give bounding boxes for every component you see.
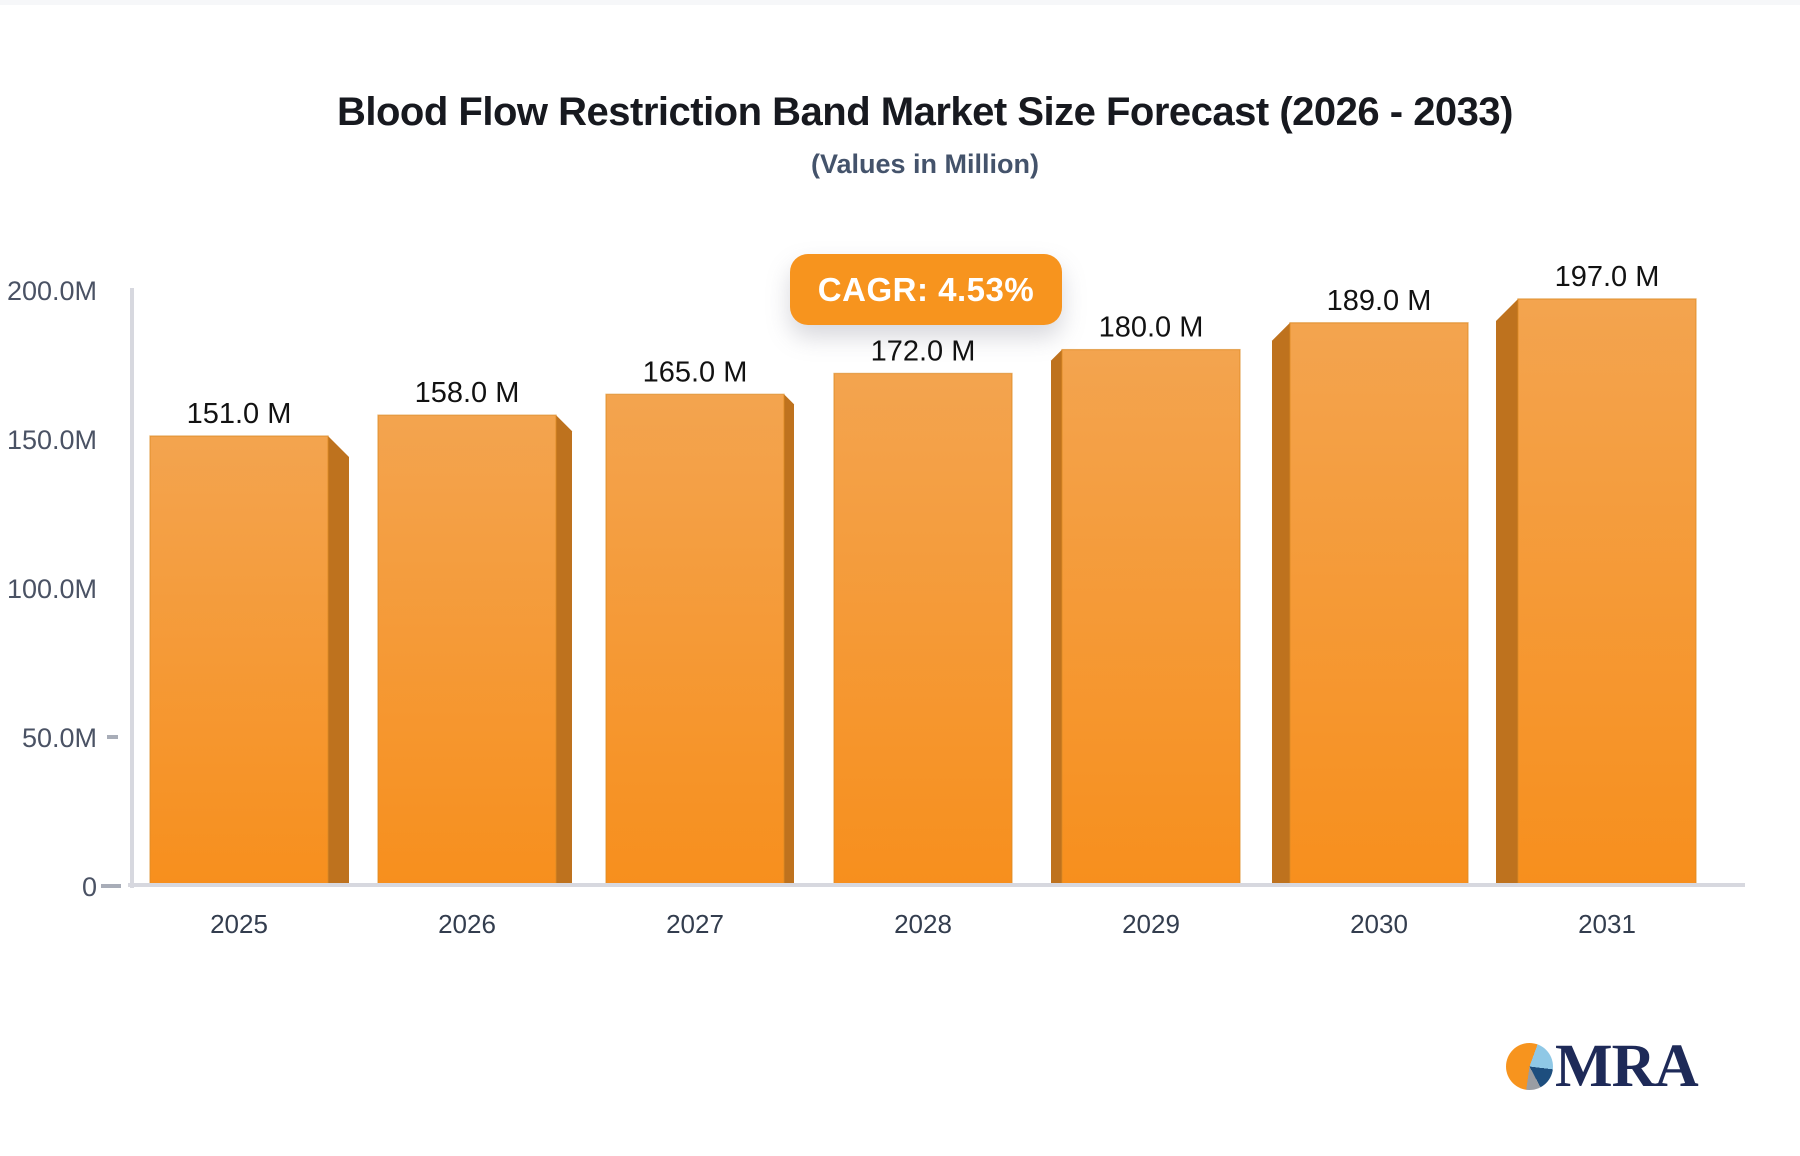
x-axis-label-2026: 2026 [438, 909, 496, 939]
bar-side-2029 [1051, 349, 1062, 887]
bar-side-2027 [784, 394, 794, 886]
x-axis-label-2030: 2030 [1350, 909, 1408, 939]
y-tick-mark [101, 884, 121, 888]
cagr-badge-label: CAGR: 4.53% [817, 270, 1035, 308]
bar-value-label: 197.0 M [1555, 261, 1660, 293]
bar-value-label: 172.0 M [871, 335, 976, 367]
bar-side-2031 [1496, 298, 1518, 886]
cagr-badge: CAGR: 4.53% [790, 254, 1062, 325]
brand-logo: MRA [1506, 1033, 1699, 1100]
x-axis-label-2025: 2025 [210, 909, 268, 939]
y-tick-label: 0 [82, 872, 97, 902]
bar-2031 [1517, 298, 1697, 887]
bar-2029 [1061, 348, 1241, 887]
y-tick-label: 100.0M [7, 574, 97, 604]
bar-value-label: 189.0 M [1327, 285, 1432, 317]
bar-2030 [1289, 322, 1469, 887]
x-axis-label-2027: 2027 [666, 909, 724, 939]
bar-value-label: 151.0 M [187, 398, 292, 430]
bar-value-label: 180.0 M [1099, 312, 1204, 344]
y-axis-line [130, 288, 134, 888]
bar-side-2026 [556, 415, 572, 886]
bar-2026 [377, 414, 557, 887]
bar-value-label: 165.0 M [643, 356, 748, 388]
x-axis-label-2028: 2028 [894, 909, 952, 939]
y-tick-label: 50.0M [22, 723, 97, 753]
bar-side-2030 [1272, 322, 1290, 886]
y-tick-label: 200.0M [7, 276, 97, 306]
chart-title: Blood Flow Restriction Band Market Size … [337, 90, 1514, 134]
bar-value-label: 158.0 M [415, 377, 520, 409]
chart-header: Blood Flow Restriction Band Market Size … [50, 90, 1800, 180]
bar-2028 [833, 372, 1013, 887]
bar-2025 [149, 435, 329, 887]
x-axis-label-2029: 2029 [1122, 909, 1180, 939]
x-axis-label-2031: 2031 [1578, 909, 1636, 939]
x-axis-line [128, 883, 1745, 887]
chart-subtitle: (Values in Million) [810, 149, 1040, 179]
top-strip [0, 0, 1800, 5]
pie-chart-logo-icon [1506, 1043, 1553, 1090]
y-tick-mark [107, 735, 118, 739]
bar-side-2025 [328, 436, 349, 886]
brand-logo-text: MRA [1555, 1033, 1699, 1100]
y-tick-label: 150.0M [7, 425, 97, 455]
bar-2027 [605, 393, 785, 887]
